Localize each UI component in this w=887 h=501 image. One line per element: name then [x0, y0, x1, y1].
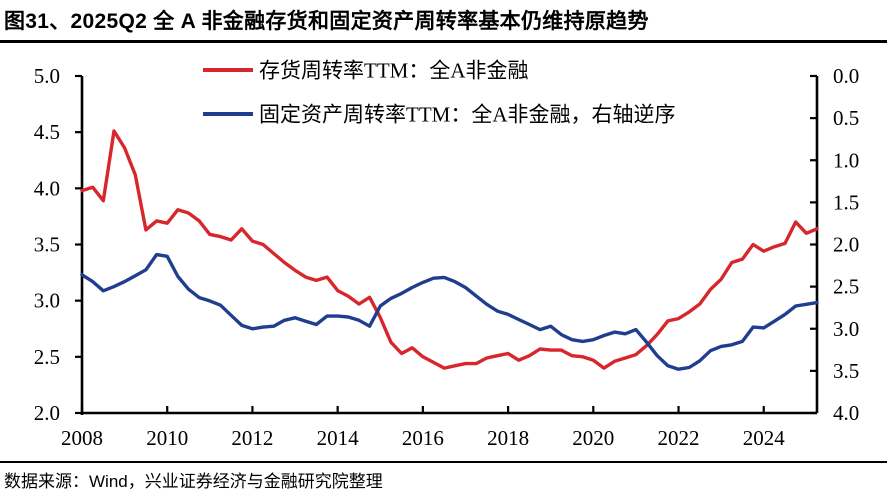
title-divider-rule	[0, 40, 887, 43]
data-source-note: 数据来源：Wind，兴业证券经济与金融研究院整理	[4, 472, 383, 491]
left-axis-tick-label: 2.5	[34, 345, 60, 369]
legend: 存货周转率TTM：全A非金融 固定资产周转率TTM：全A非金融，右轴逆序	[203, 59, 676, 127]
left-axis-tick-label: 4.5	[34, 120, 60, 144]
x-axis-tick-label: 2024	[743, 426, 786, 450]
right-axis-tick-label: 1.5	[833, 190, 859, 214]
left-axis-tick-label: 2.0	[34, 401, 60, 425]
right-axis-tick-label: 3.0	[833, 317, 859, 341]
data-series	[80, 129, 819, 371]
left-axis-tick-label: 3.5	[34, 233, 60, 257]
x-axis-tick-label: 2008	[61, 426, 103, 450]
series-line-fixed-asset-turnover	[80, 252, 819, 371]
series-line-inventory-turnover	[80, 129, 819, 370]
axis-tick-labels: 5.0 4.5 4.0 3.5 3.0 2.5 2.0 0.0 0.5 1.0 1.5 2.0 2.5 3…	[34, 64, 860, 450]
right-axis-tick-label: 1.0	[833, 148, 859, 172]
x-axis-tick-label: 2020	[572, 426, 614, 450]
x-axis-tick-label: 2012	[231, 426, 273, 450]
right-axis-tick-label: 0.5	[833, 106, 859, 130]
x-axis-tick-label: 2010	[146, 426, 188, 450]
right-axis-tick-label: 0.0	[833, 64, 859, 88]
figure-title: 图31、2025Q2 全 A 非金融存货和固定资产周转率基本仍维持原趋势	[4, 10, 649, 33]
legend-label-fixed-asset-turnover: 固定资产周转率TTM：全A非金融，右轴逆序	[259, 103, 676, 127]
x-axis-tick-label: 2014	[317, 426, 360, 450]
left-axis-tick-label: 5.0	[34, 64, 60, 88]
right-axis-tick-label: 4.0	[833, 401, 859, 425]
right-axis-tick-label: 3.5	[833, 359, 859, 383]
footer-divider-rule	[0, 461, 887, 463]
left-axis-tick-label: 3.0	[34, 289, 60, 313]
x-axis-tick-label: 2018	[487, 426, 529, 450]
x-axis-tick-label: 2022	[658, 426, 700, 450]
axes	[75, 74, 819, 415]
legend-label-inventory-turnover: 存货周转率TTM：全A非金融	[259, 59, 529, 83]
right-axis-tick-label: 2.0	[833, 233, 859, 257]
x-axis-tick-label: 2016	[402, 426, 444, 450]
left-axis-tick-label: 4.0	[34, 176, 60, 200]
right-axis-tick-label: 2.5	[833, 275, 859, 299]
